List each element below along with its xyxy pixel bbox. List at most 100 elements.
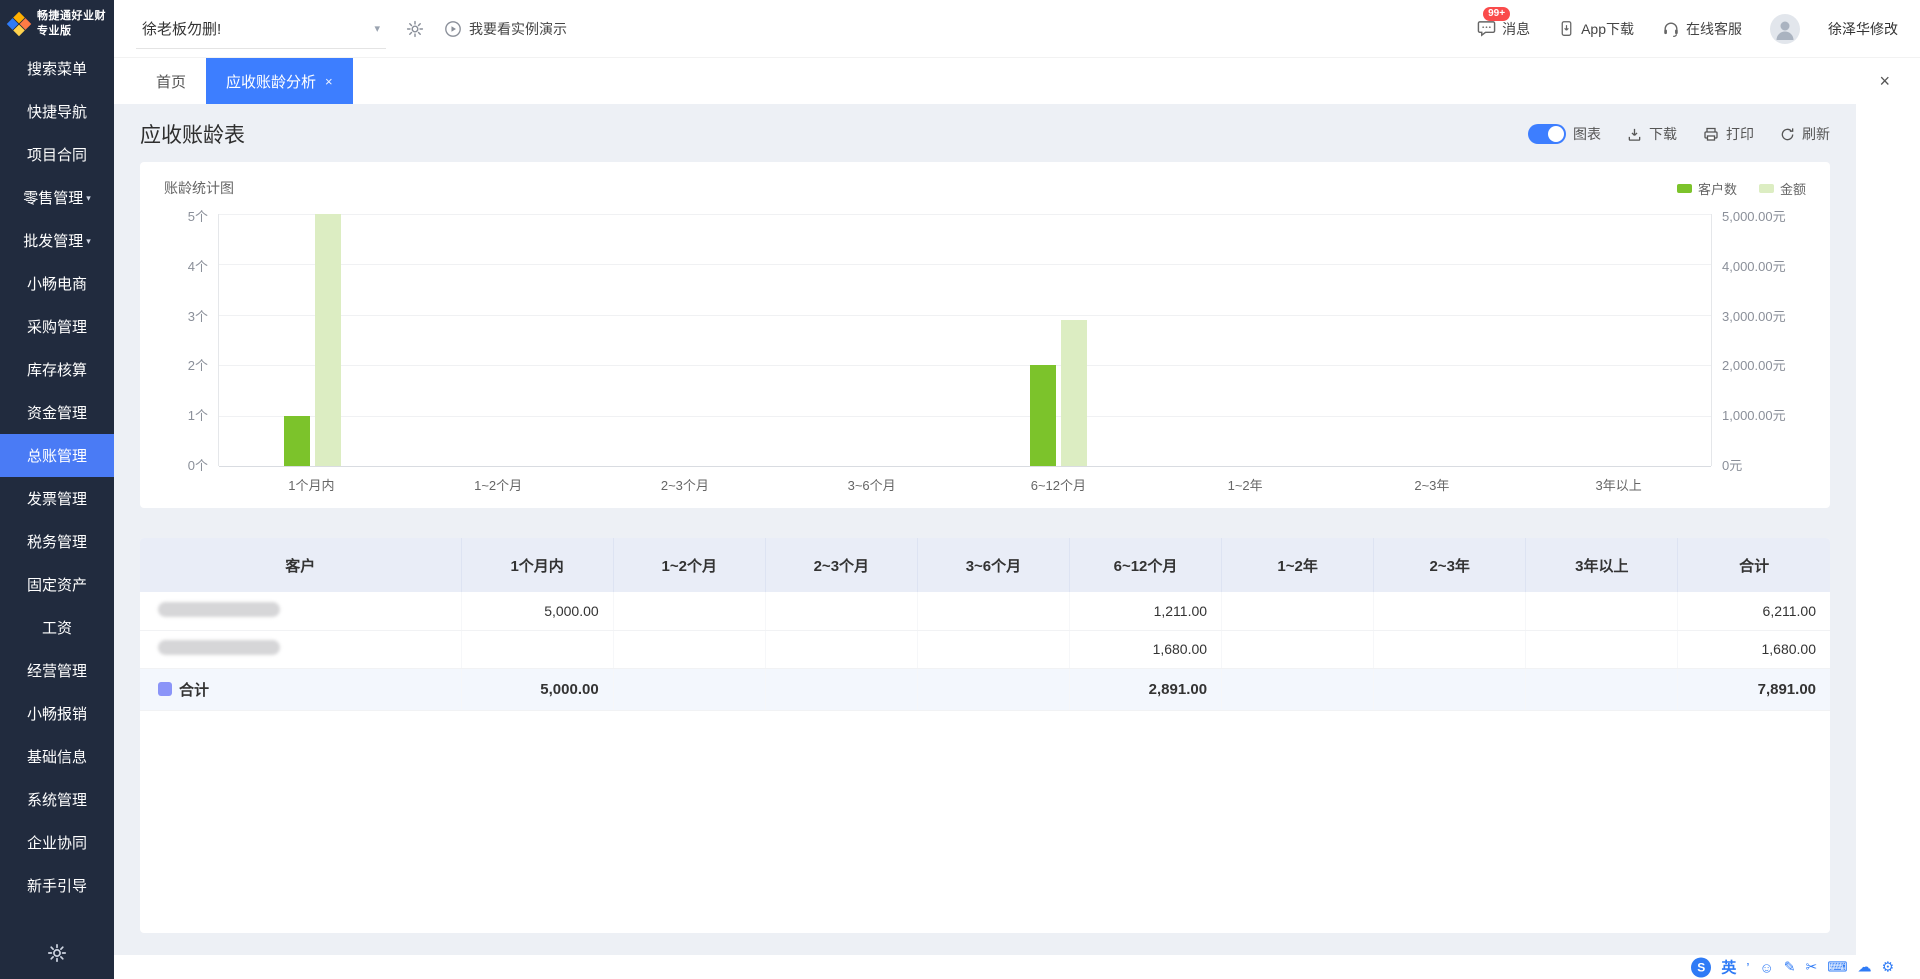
total-value-cell-3 xyxy=(917,667,1070,711)
sidebar-item-18[interactable]: 企业协同 xyxy=(0,821,114,864)
printer-icon xyxy=(1704,127,1718,141)
handwriting-icon[interactable]: ✎ xyxy=(1783,958,1796,975)
tab-home[interactable]: 首页 xyxy=(136,58,206,104)
ime-logo[interactable]: S xyxy=(1691,957,1712,977)
bar-客户数[interactable] xyxy=(1029,365,1056,466)
company-select-value: 徐老板勿删! xyxy=(142,20,222,38)
download-button[interactable]: 下载 xyxy=(1627,124,1677,144)
cloud-icon[interactable]: ☁ xyxy=(1857,958,1872,975)
sidebar-item-10[interactable]: 发票管理 xyxy=(0,477,114,520)
left-y-axis: 5个 4个 3个 2个 1个 0个 xyxy=(164,206,218,474)
sidebar-item-9[interactable]: 总账管理 xyxy=(0,433,114,477)
topbar-right: 99+ 消息 App下载 xyxy=(1477,6,1898,44)
sidebar-item-4[interactable]: 批发管理 ▾ xyxy=(0,219,114,262)
app-download-button[interactable]: App下载 xyxy=(1558,19,1634,39)
sidebar-item-11[interactable]: 税务管理 xyxy=(0,520,114,563)
play-demo-icon xyxy=(445,20,461,37)
refresh-button[interactable]: 刷新 xyxy=(1780,124,1830,144)
total-value-cell-8: 7,891.00 xyxy=(1677,667,1830,711)
sidebar-settings-button[interactable] xyxy=(0,927,114,979)
topbar-settings-button[interactable] xyxy=(406,20,424,38)
chevron-down-icon: ▾ xyxy=(86,235,91,246)
demo-link[interactable]: 我要看实例演示 xyxy=(444,19,567,39)
ime-language-toggle[interactable]: 英 xyxy=(1721,959,1737,977)
y-tick-label: 0个 xyxy=(187,457,208,473)
table-header-1: 1个月内 xyxy=(461,538,614,592)
chart-toggle-label: 图表 xyxy=(1573,126,1601,142)
username[interactable]: 徐泽华修改 xyxy=(1828,20,1898,37)
online-service-button[interactable]: 在线客服 xyxy=(1662,19,1742,39)
sidebar-item-8[interactable]: 资金管理 xyxy=(0,391,114,434)
chart-body: 5个 4个 3个 2个 1个 0个 5,000.00元 4,000.00元 3,000.00元… xyxy=(164,209,1806,473)
punctuation-icon[interactable]: ’ xyxy=(1746,959,1750,975)
value-cell-7 xyxy=(1525,630,1679,669)
sidebar-item-label: 系统管理 xyxy=(26,791,87,809)
legend-swatch xyxy=(1758,183,1774,193)
sidebar-item-label: 工资 xyxy=(41,619,72,637)
sidebar-item-5[interactable]: 小畅电商 xyxy=(0,262,114,305)
chart-legend: 客户数 金额 xyxy=(1676,179,1806,198)
y-tick-label: 3个 xyxy=(187,308,208,324)
bar-金额[interactable] xyxy=(314,214,341,466)
messages-badge: 99+ xyxy=(1483,6,1511,21)
chat-bubble-icon xyxy=(1477,21,1496,37)
redacted-customer-name xyxy=(158,601,280,617)
total-value-cell-4: 2,891.00 xyxy=(1069,667,1223,711)
gear-icon xyxy=(47,943,67,963)
bar-group-1 xyxy=(406,214,593,466)
sidebar-item-label: 发票管理 xyxy=(26,490,87,508)
x-tick-label: 3~6个月 xyxy=(847,478,896,493)
sidebar-item-label: 库存核算 xyxy=(26,361,87,379)
messages-button[interactable]: 99+ 消息 xyxy=(1477,6,1530,39)
bar-客户数[interactable] xyxy=(283,415,310,466)
aging-chart-card: 账龄统计图 客户数 金额 5个 4个 3个 2个 1个 0个 5,000.00元 4,000.… xyxy=(140,162,1830,508)
page-controls: 图表 下载 xyxy=(1528,124,1830,144)
sidebar-item-17[interactable]: 系统管理 xyxy=(0,778,114,821)
table-header-7: 2~3年 xyxy=(1373,538,1527,592)
sidebar-item-12[interactable]: 固定资产 xyxy=(0,563,114,606)
value-cell-3 xyxy=(917,630,1070,669)
sidebar-item-1[interactable]: 快捷导航 xyxy=(0,90,114,133)
company-select[interactable]: 徐老板勿删! ▾ xyxy=(136,9,386,49)
sidebar-item-7[interactable]: 库存核算 xyxy=(0,348,114,391)
close-all-tabs-button[interactable]: × xyxy=(1879,70,1890,91)
settings-icon[interactable]: ⚙ xyxy=(1881,958,1894,975)
sidebar-item-3[interactable]: 零售管理 ▾ xyxy=(0,176,114,219)
sidebar-item-0[interactable]: 搜索菜单 xyxy=(0,47,114,90)
toggle-switch[interactable] xyxy=(1528,124,1566,144)
value-cell-3 xyxy=(917,592,1070,631)
emoji-icon[interactable]: ☺ xyxy=(1759,959,1774,975)
sidebar-item-19[interactable]: 新手引导 xyxy=(0,864,114,907)
screenshot-icon[interactable]: ✂ xyxy=(1805,958,1818,975)
table-row-0[interactable]: 5,000.00 1,211.00 6,211.00 xyxy=(140,592,1830,631)
table-header-9: 合计 xyxy=(1677,538,1830,592)
legend-item-客户数[interactable]: 客户数 xyxy=(1676,179,1737,198)
value-cell-4: 1,211.00 xyxy=(1069,592,1223,631)
sidebar-item-label: 企业协同 xyxy=(26,834,87,852)
customer-cell xyxy=(140,630,462,669)
user-avatar[interactable] xyxy=(1770,13,1800,44)
sidebar-item-label: 采购管理 xyxy=(26,318,87,336)
chevron-down-icon: ▾ xyxy=(374,22,380,35)
sidebar-item-6[interactable]: 采购管理 xyxy=(0,305,114,348)
bar-金额[interactable] xyxy=(1060,320,1087,466)
sidebar-item-14[interactable]: 经营管理 xyxy=(0,649,114,692)
sidebar-item-16[interactable]: 基础信息 xyxy=(0,735,114,778)
download-icon xyxy=(1628,128,1641,141)
total-label-text: 合计 xyxy=(179,681,210,699)
legend-item-金额[interactable]: 金额 xyxy=(1758,179,1806,198)
keyboard-icon[interactable]: ⌨ xyxy=(1827,958,1848,975)
gridline xyxy=(219,214,1711,215)
redacted-customer-name xyxy=(158,640,280,655)
bar-group-0 xyxy=(219,214,406,466)
sidebar-item-13[interactable]: 工资 xyxy=(0,606,114,649)
tab-aging-analysis[interactable]: 应收账龄分析 × xyxy=(206,58,353,104)
bar-group-3 xyxy=(779,214,966,466)
value-cell-5 xyxy=(1221,592,1375,631)
sidebar-item-2[interactable]: 项目合同 xyxy=(0,133,114,176)
tab-close-icon[interactable]: × xyxy=(325,73,333,89)
sidebar-item-15[interactable]: 小畅报销 xyxy=(0,692,114,735)
chart-toggle[interactable]: 图表 xyxy=(1528,124,1601,144)
table-row-1[interactable]: 1,680.00 1,680.00 xyxy=(140,630,1830,669)
print-button[interactable]: 打印 xyxy=(1703,124,1754,144)
